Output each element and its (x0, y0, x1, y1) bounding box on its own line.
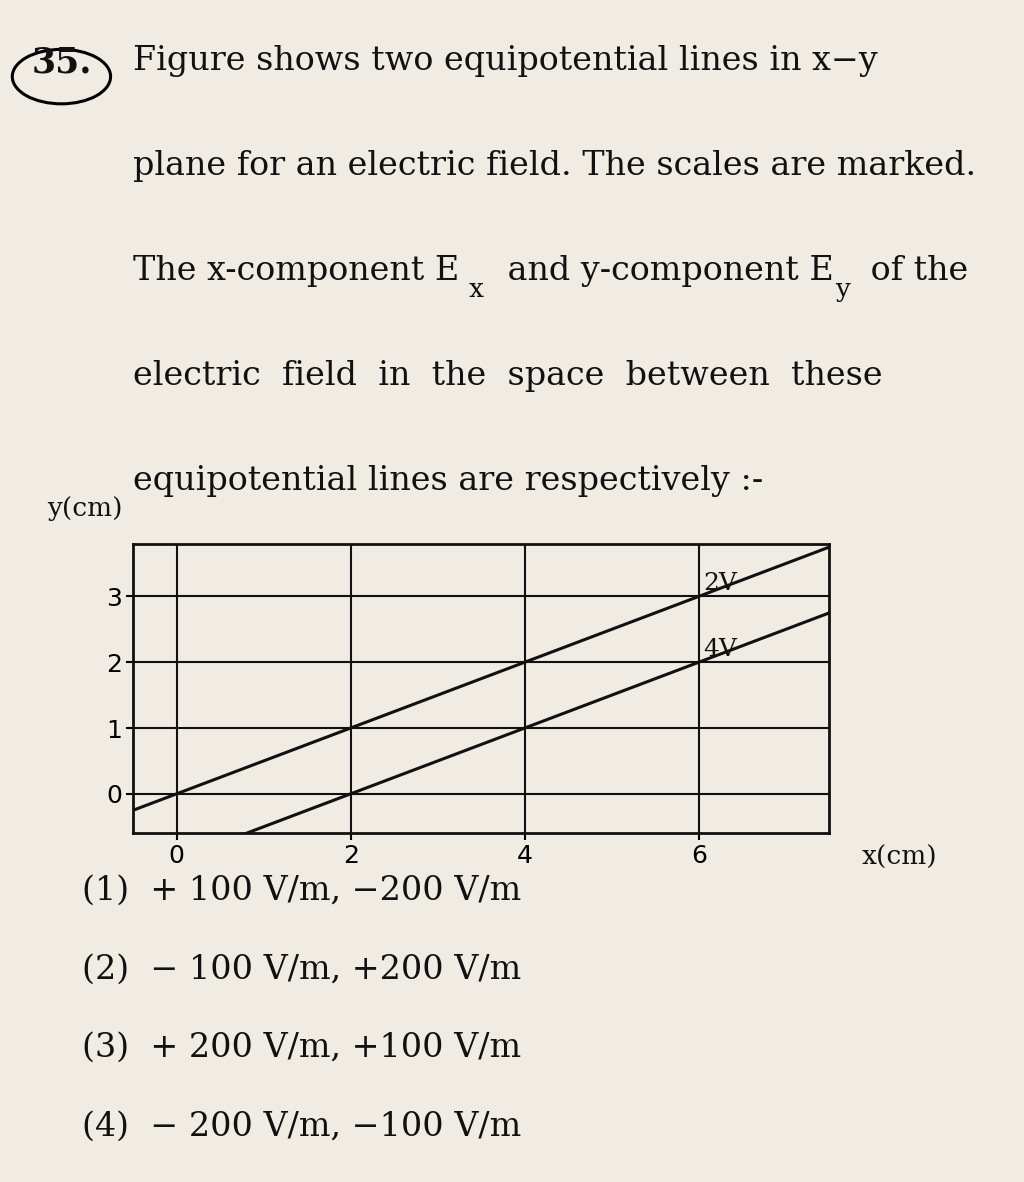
X-axis label: x(cm): x(cm) (861, 845, 937, 870)
Text: The x-component E: The x-component E (133, 255, 460, 287)
Text: x: x (469, 277, 484, 301)
Y-axis label: y(cm): y(cm) (47, 495, 122, 520)
Text: plane for an electric field. The scales are marked.: plane for an electric field. The scales … (133, 150, 976, 182)
Text: electric  field  in  the  space  between  these: electric field in the space between thes… (133, 361, 883, 392)
Text: 4V: 4V (703, 637, 737, 661)
Text: 35.: 35. (31, 45, 92, 79)
Text: (1)  + 100 V/m, −200 V/m: (1) + 100 V/m, −200 V/m (82, 875, 521, 907)
Text: 2V: 2V (703, 572, 737, 595)
Text: y: y (836, 277, 851, 301)
Text: (3)  + 200 V/m, +100 V/m: (3) + 200 V/m, +100 V/m (82, 1032, 521, 1064)
Text: Figure shows two equipotential lines in x−y: Figure shows two equipotential lines in … (133, 45, 878, 77)
Text: (4)  − 200 V/m, −100 V/m: (4) − 200 V/m, −100 V/m (82, 1111, 521, 1143)
Text: and y-component E: and y-component E (497, 255, 834, 287)
Text: (2)  − 100 V/m, +200 V/m: (2) − 100 V/m, +200 V/m (82, 954, 521, 986)
Text: of the: of the (860, 255, 969, 287)
Text: equipotential lines are respectively :-: equipotential lines are respectively :- (133, 466, 763, 498)
